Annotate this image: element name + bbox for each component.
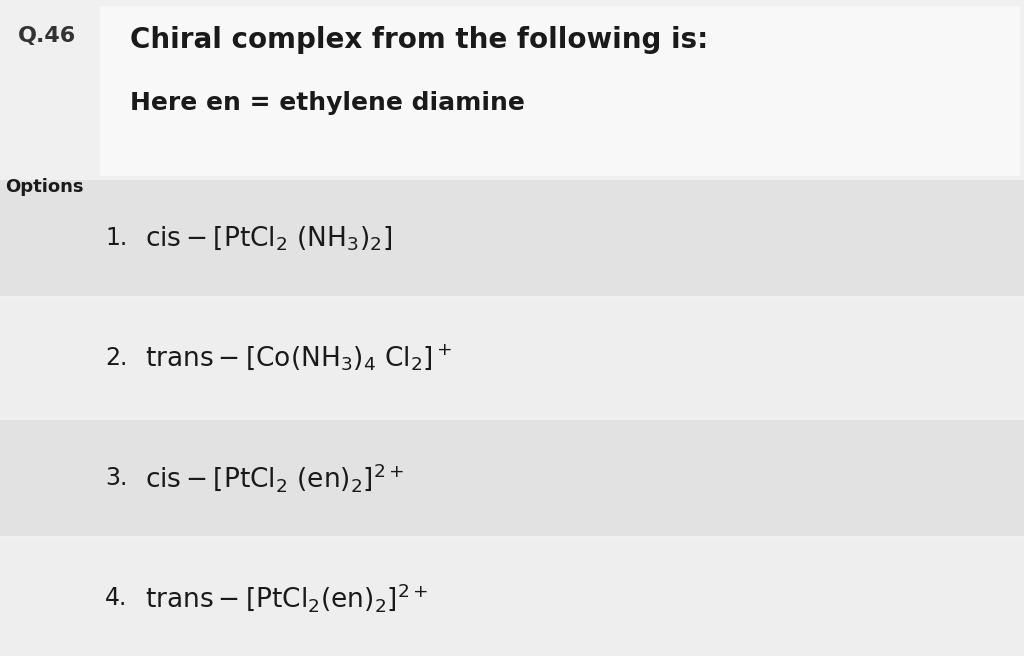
Text: $\mathrm{trans - [Co(NH_3)_4\ Cl_2]^+}$: $\mathrm{trans - [Co(NH_3)_4\ Cl_2]^+}$ [145,343,453,373]
Text: Here en = ethylene diamine: Here en = ethylene diamine [130,91,525,115]
FancyBboxPatch shape [0,300,1024,416]
Text: $\mathrm{cis - [PtCl_2\ (en)_2]^{2+}}$: $\mathrm{cis - [PtCl_2\ (en)_2]^{2+}}$ [145,462,404,494]
Text: Q.46: Q.46 [18,26,76,46]
Text: Chiral complex from the following is:: Chiral complex from the following is: [130,26,709,54]
FancyBboxPatch shape [100,6,1020,176]
Text: 2.: 2. [105,346,127,370]
FancyBboxPatch shape [0,180,1024,296]
Text: Options: Options [5,178,84,196]
Text: 4.: 4. [105,586,127,610]
Text: $\mathrm{cis - [PtCl_2\ (NH_3)_2]}$: $\mathrm{cis - [PtCl_2\ (NH_3)_2]}$ [145,224,392,252]
FancyBboxPatch shape [0,540,1024,656]
Text: $\mathrm{trans - [PtCl_2(en)_2]^{2+}}$: $\mathrm{trans - [PtCl_2(en)_2]^{2+}}$ [145,582,428,614]
Text: 3.: 3. [105,466,127,490]
Text: 1.: 1. [105,226,127,250]
FancyBboxPatch shape [0,420,1024,536]
